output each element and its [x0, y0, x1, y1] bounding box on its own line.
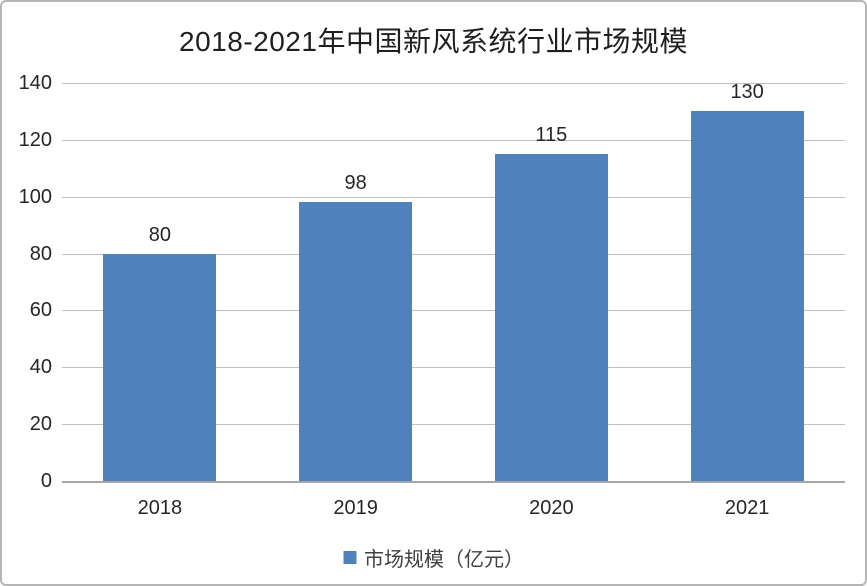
- gridline: [62, 83, 845, 84]
- chart-title: 2018-2021年中国新风系统行业市场规模: [179, 26, 688, 57]
- x-tick-label: 2020: [529, 497, 574, 519]
- y-tick-label: 0: [40, 470, 52, 492]
- y-tick-label: 100: [18, 185, 52, 208]
- gridline: [62, 367, 845, 369]
- gridline: [62, 196, 845, 198]
- bar-value-label: 115: [535, 124, 568, 147]
- y-tick-label: 40: [29, 356, 52, 379]
- bar-value-label: 98: [344, 172, 367, 195]
- bar-2019: [299, 202, 413, 481]
- x-tick-label: 2018: [137, 497, 183, 519]
- legend-label: 市场规模（亿元）: [364, 549, 524, 571]
- y-tick-label: 60: [29, 299, 52, 322]
- y-tick-label: 80: [29, 242, 52, 265]
- bar-value-label: 80: [148, 223, 171, 246]
- plot-area: 80 98 115 130: [62, 81, 845, 483]
- x-tick-label: 2021: [724, 497, 770, 519]
- y-tick-label: 140: [18, 72, 52, 94]
- y-tick-label: 20: [29, 413, 52, 436]
- x-axis-line: [62, 481, 845, 483]
- bar-2020: [494, 154, 608, 481]
- y-tick-label: 120: [18, 128, 52, 151]
- bar-2021: [690, 111, 804, 481]
- gridline: [62, 310, 845, 312]
- gridline: [62, 253, 845, 255]
- legend-swatch-icon: [343, 551, 356, 564]
- legend: 市场规模（亿元）: [343, 543, 524, 572]
- gridline: [62, 139, 845, 141]
- bar-value-label: 130: [730, 81, 764, 104]
- x-tick-label: 2019: [333, 497, 378, 519]
- bar-2018: [103, 253, 217, 481]
- gridline: [62, 424, 845, 426]
